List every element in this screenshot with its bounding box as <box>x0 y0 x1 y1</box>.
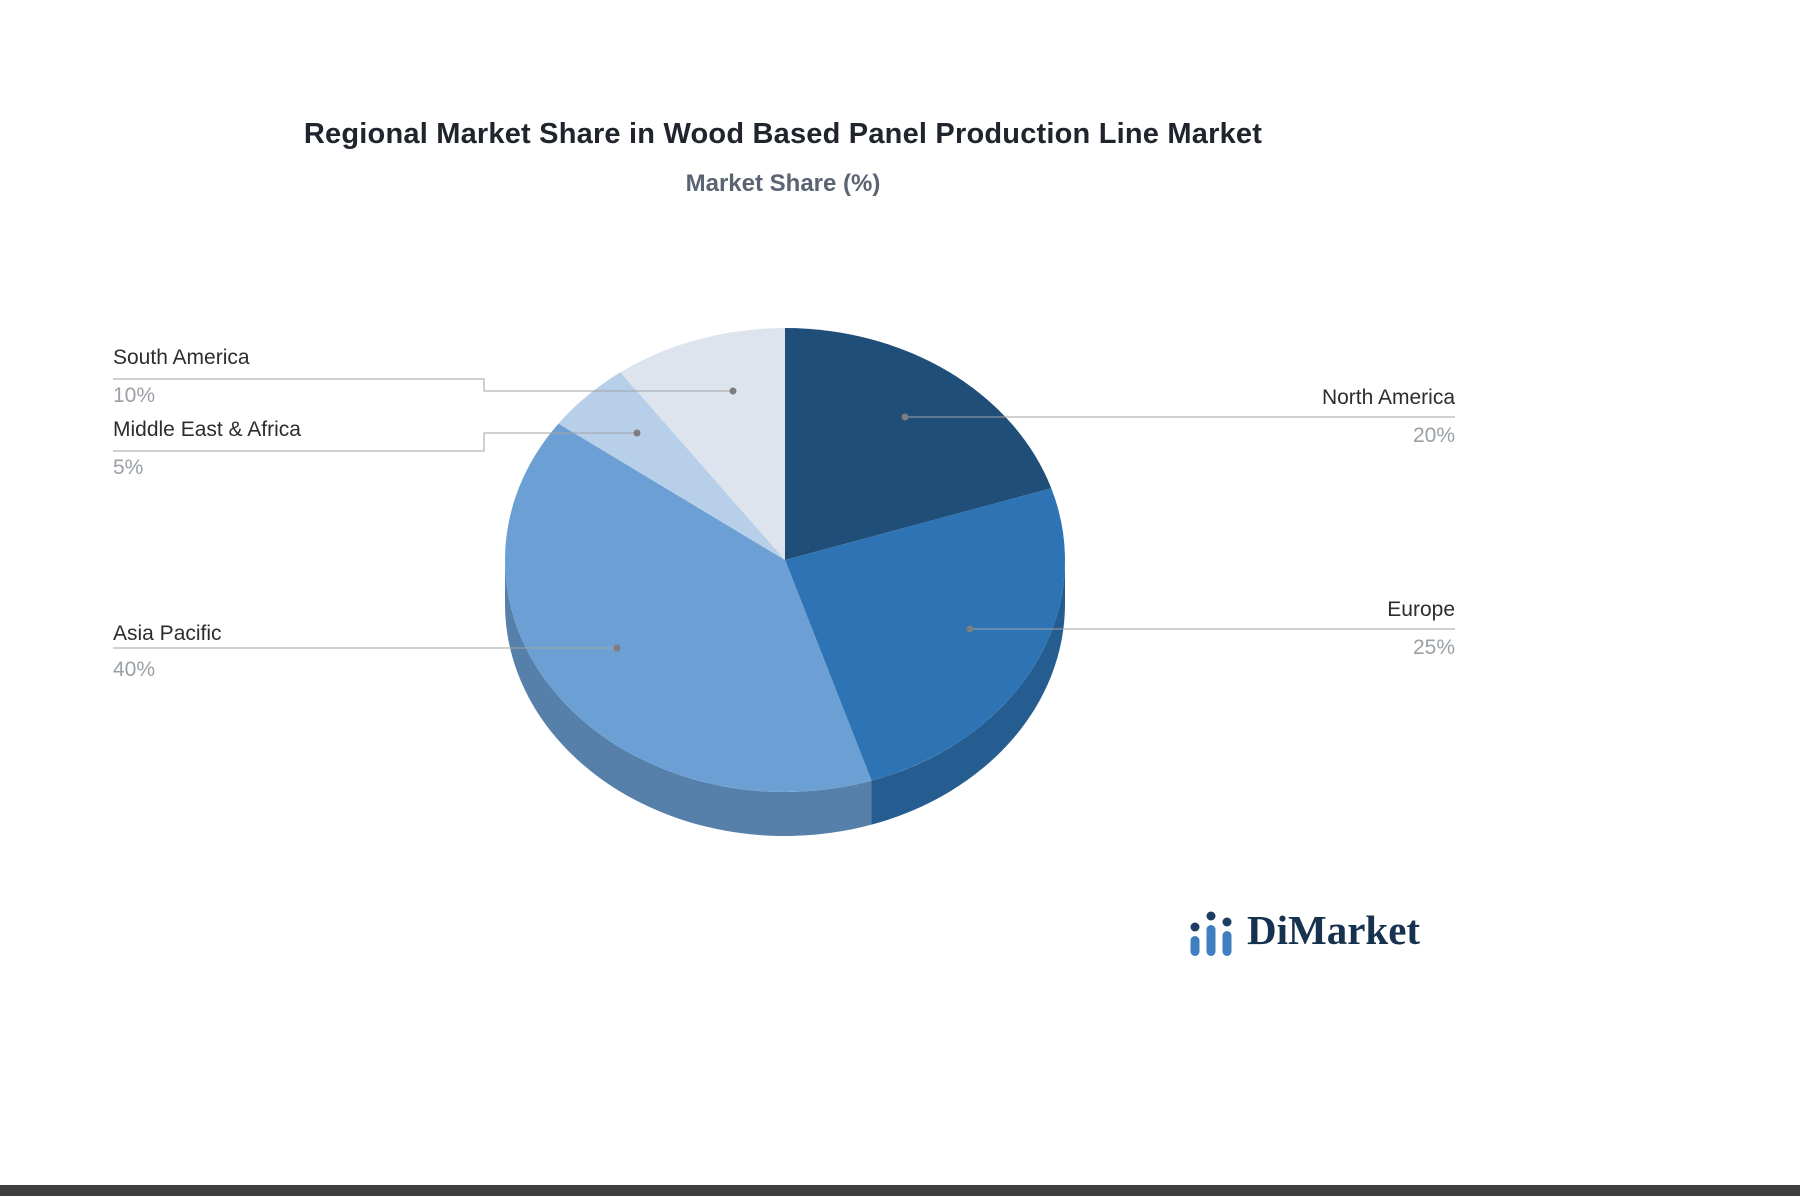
pie-slice-south-america <box>620 328 785 560</box>
callout-name-south-america: South America <box>113 346 250 369</box>
pie-slice-side-asia-pacific <box>505 560 872 837</box>
logo: DiMarket <box>1188 905 1420 957</box>
callout-name-asia-pacific: Asia Pacific <box>113 622 222 645</box>
logo-text: DiMarket <box>1247 907 1421 954</box>
chart-title: Regional Market Share in Wood Based Pane… <box>303 118 1263 150</box>
callout-value-south-america: 10% <box>113 384 156 407</box>
pie-slices <box>504 328 1065 837</box>
pie-slice-europe <box>785 488 1065 781</box>
callout-name-north-america: North America <box>1321 386 1455 409</box>
chart-subtitle: Market Share (%) <box>685 170 881 197</box>
pie-slice-middle-east-africa <box>558 372 785 560</box>
leader-dot-south-america <box>729 387 737 395</box>
leader-lines <box>113 378 1455 649</box>
leader-dot-asia-pacific <box>613 644 621 652</box>
leader-dot-middle-east-africa <box>633 429 641 437</box>
pie-slice-north-america <box>785 328 1052 560</box>
leader-dots <box>613 387 974 652</box>
callout-name-europe: Europe <box>1387 598 1455 621</box>
pie-slice-side-europe <box>871 560 1065 825</box>
callout-value-middle-east-africa: 5% <box>113 456 144 479</box>
leader-dot-europe <box>966 625 974 633</box>
callout-name-middle-east-africa: Middle East & Africa <box>113 418 301 441</box>
leader-dot-north-america <box>901 413 909 421</box>
bar-chart-icon <box>1190 911 1232 956</box>
callout-value-europe: 25% <box>1412 636 1455 659</box>
footer-bar <box>0 1185 1800 1196</box>
pie-slice-asia-pacific <box>504 423 872 793</box>
leader-line-middle-east-africa <box>113 432 637 452</box>
leader-line-south-america <box>113 378 733 392</box>
callout-value-north-america: 20% <box>1412 424 1455 447</box>
callout-value-asia-pacific: 40% <box>113 658 156 681</box>
